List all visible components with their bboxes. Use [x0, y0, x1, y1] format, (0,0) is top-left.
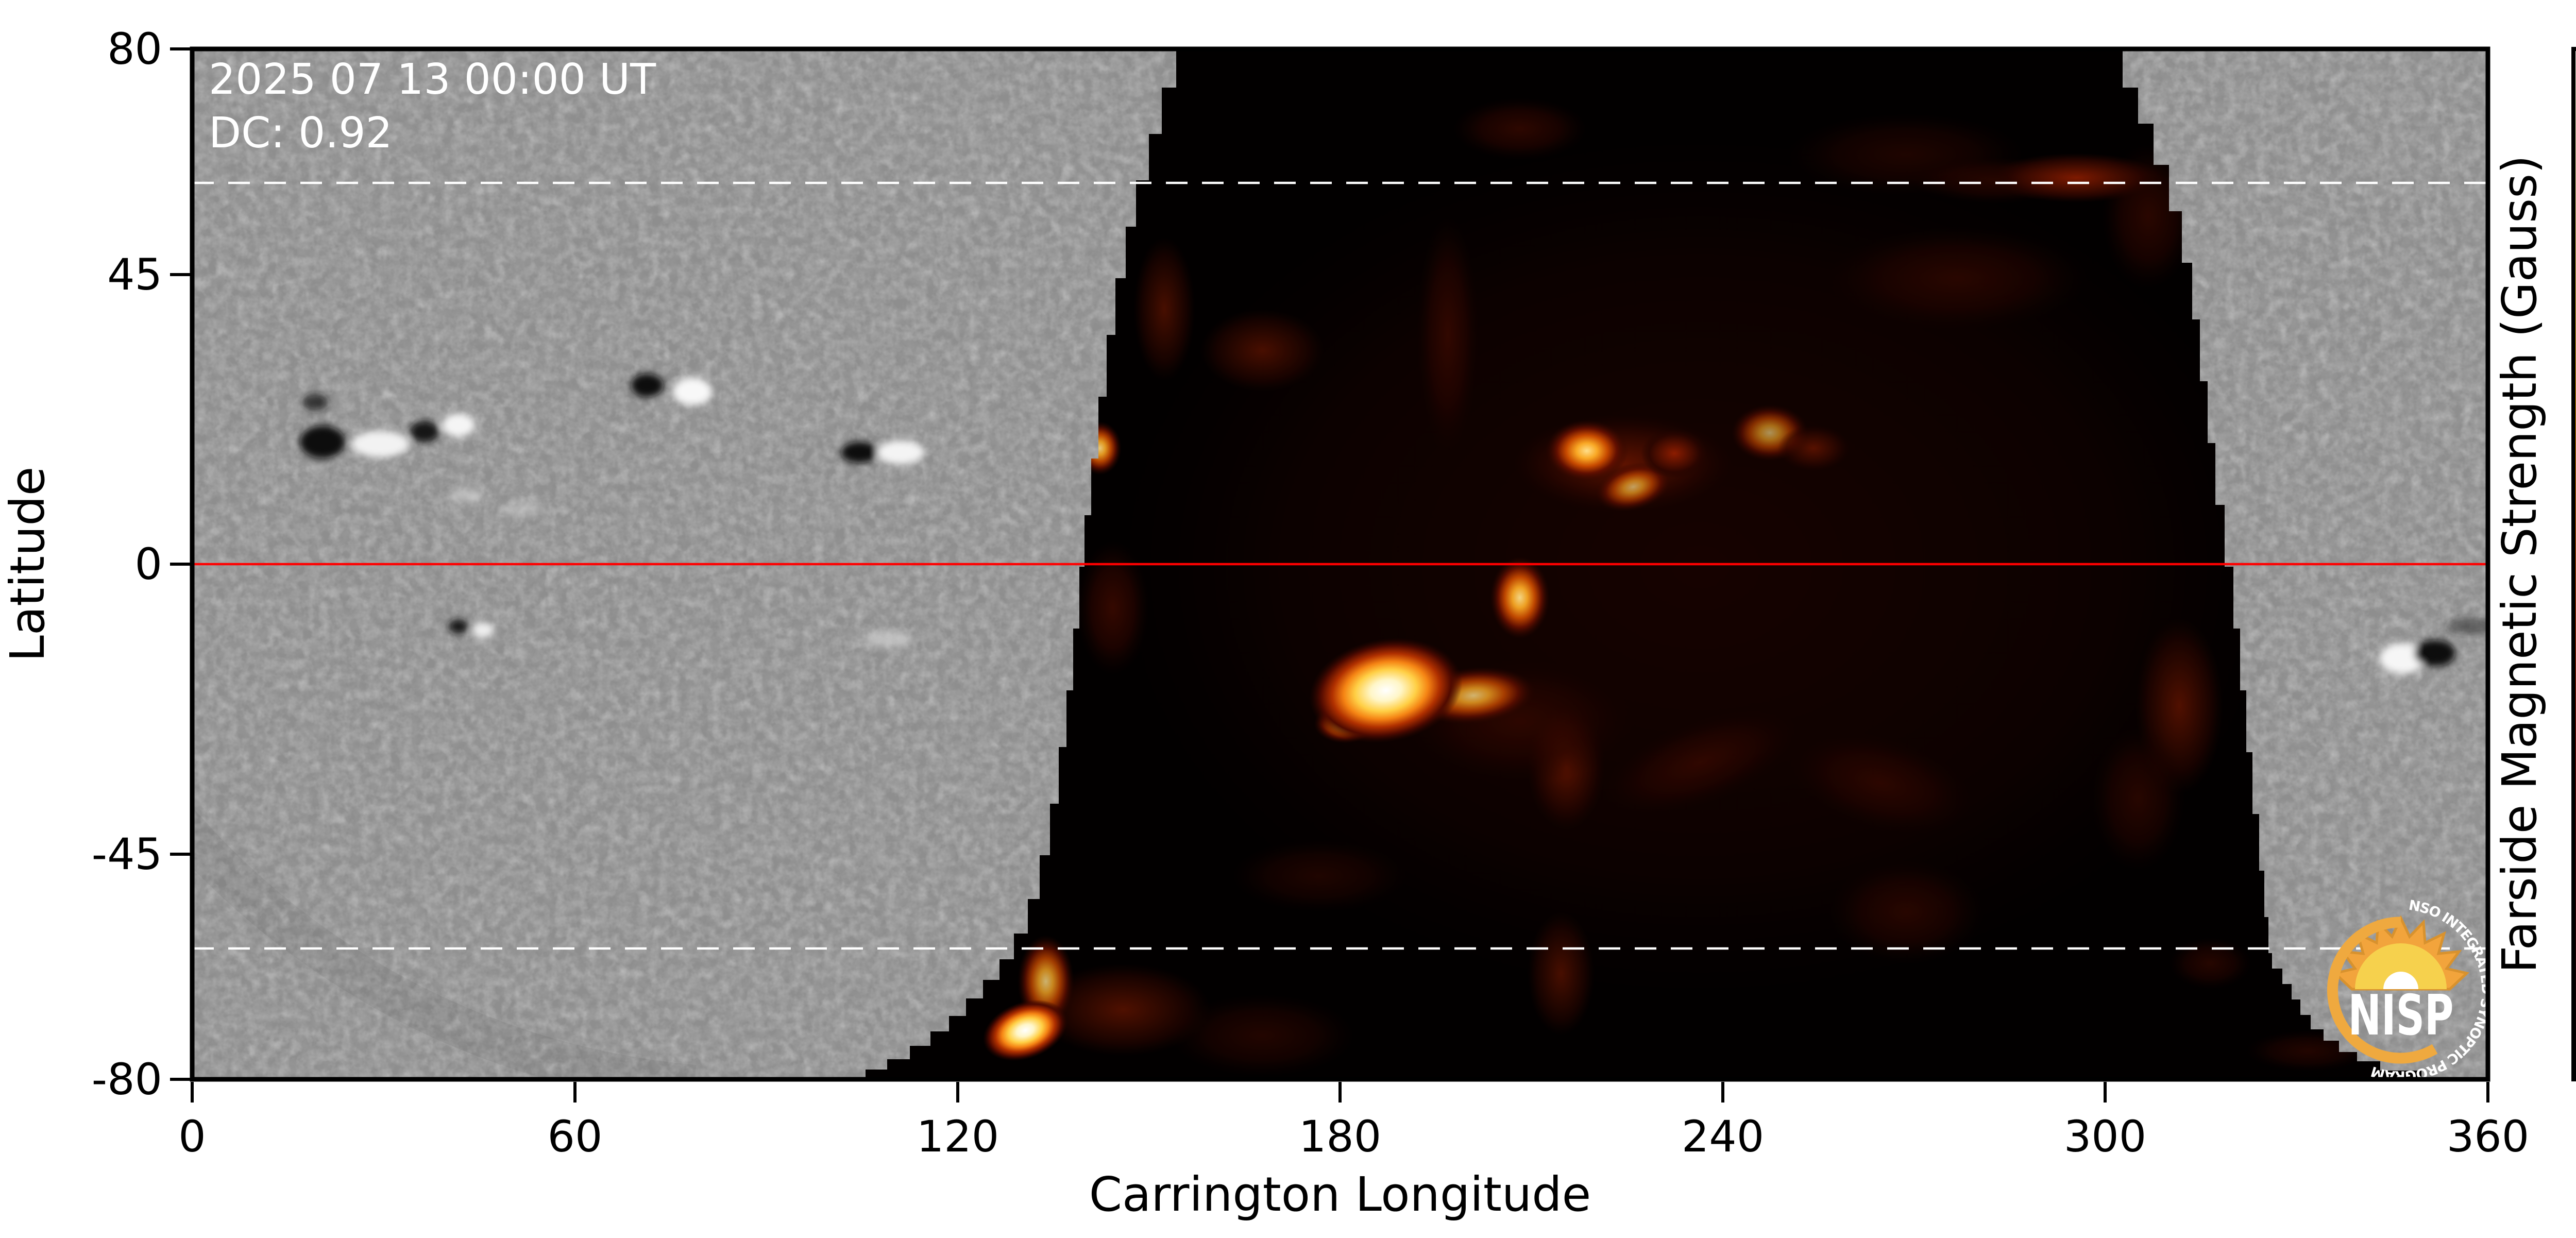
farside-feature-blob	[1170, 994, 1355, 1077]
farside-colorbar-label: Farside Magnetic Strength (Gauss)	[2492, 155, 2547, 973]
active-region-negative	[300, 426, 345, 459]
farside-feature-blob	[1200, 309, 1324, 392]
map-area: NSO INTEGRATED SYNOPTIC PROGRAM NISP 202…	[192, 49, 2488, 1079]
active-region-negative	[2414, 640, 2455, 667]
farside-feature-blob	[1133, 237, 1195, 381]
plot-frame	[190, 46, 2490, 1082]
farside-feature-blob	[2092, 726, 2184, 871]
active-region-positive	[442, 413, 475, 437]
sun-arch-yellow-icon	[2355, 943, 2447, 989]
active-region-negative	[303, 394, 328, 411]
x-tick-label: 0	[178, 1111, 206, 1162]
active-region-negative	[841, 442, 878, 463]
y-tick-label: -80	[92, 1054, 162, 1105]
farside-activity	[982, 98, 2370, 1077]
plage-smudge	[864, 631, 913, 647]
farside-feature-blob	[1528, 912, 1595, 1036]
timestamp-annotation: 2025 07 13 00:00 UT	[209, 55, 656, 104]
x-axis-label: Carrington Longitude	[1089, 1167, 1591, 1222]
farside-feature-blob	[1829, 860, 1984, 963]
active-region-positive	[351, 431, 409, 457]
farside-feature-blob	[1790, 732, 1971, 834]
farside-feature-blob	[1417, 216, 1479, 453]
logo-ring-icon	[2327, 917, 2438, 1064]
active-region-positive	[472, 622, 494, 638]
active-region-positive	[2379, 643, 2426, 674]
active-region-negative	[631, 374, 664, 397]
y-axis-ticks	[170, 47, 190, 1081]
farside-bright-region	[1490, 556, 1550, 639]
x-tick-label: 240	[1682, 1111, 1764, 1162]
x-axis-ticks	[191, 1082, 2489, 1103]
plage-smudge	[449, 489, 484, 502]
farside-feature-blob	[2246, 1030, 2370, 1072]
sun-arch-white-icon	[2383, 972, 2418, 989]
solar-limb-arc	[192, 806, 697, 1079]
frontside-active-regions	[300, 374, 2488, 674]
active-region-positive	[673, 378, 712, 405]
logo-acronym: NISP	[2348, 983, 2454, 1048]
x-tick-label: 300	[2064, 1111, 2146, 1162]
farside-bright-region	[1546, 420, 1628, 482]
farside-maroon-wash	[1108, 129, 2293, 1005]
farside-brightest-region	[1309, 638, 1463, 743]
farside-feature-blob	[1453, 98, 1587, 160]
duty-cycle-annotation: DC: 0.92	[209, 109, 393, 158]
farside-feature-blob	[1036, 963, 1211, 1056]
plage-smudge	[503, 502, 543, 516]
farside-bright-streak-south	[982, 999, 1068, 1061]
farside-colorbar-gradient	[2571, 47, 2576, 1081]
x-tick-label: 180	[1299, 1111, 1381, 1162]
y-tick-label: 0	[135, 539, 162, 589]
active-region-negative	[410, 421, 439, 443]
active-region-negative	[449, 619, 468, 634]
y-tick-label: 45	[107, 249, 162, 300]
x-tick-label: 360	[2447, 1111, 2529, 1162]
farside-feature-blob	[1077, 541, 1149, 675]
farside-feature-blob	[1641, 429, 1708, 478]
farside-bright-region	[1595, 462, 1671, 512]
active-region-positive	[877, 440, 924, 464]
farside-feature-blob	[1602, 710, 1798, 815]
y-axis: 80 45 0 -45 -80 Latitude	[0, 24, 190, 1105]
active-region-wisp	[2447, 618, 2488, 634]
farside-bright-smudge-north	[1989, 153, 2164, 202]
x-axis: 0 60 120 180 240 300 360 Carrington Long…	[178, 1082, 2529, 1222]
farside-colorbar: Farside Magnetic Strength (Gauss) 800 70…	[2492, 47, 2576, 1081]
farside-feature-blob	[1829, 227, 2087, 330]
y-axis-label: Latitude	[0, 467, 55, 662]
x-tick-label: 120	[917, 1111, 999, 1162]
farside-feature-blob	[1777, 425, 1850, 471]
y-tick-label: -45	[92, 829, 162, 879]
y-tick-label: 80	[107, 24, 162, 74]
farside-feature-blob	[2169, 938, 2251, 989]
x-tick-label: 60	[548, 1111, 603, 1162]
farside-feature-blob	[1231, 840, 1406, 912]
